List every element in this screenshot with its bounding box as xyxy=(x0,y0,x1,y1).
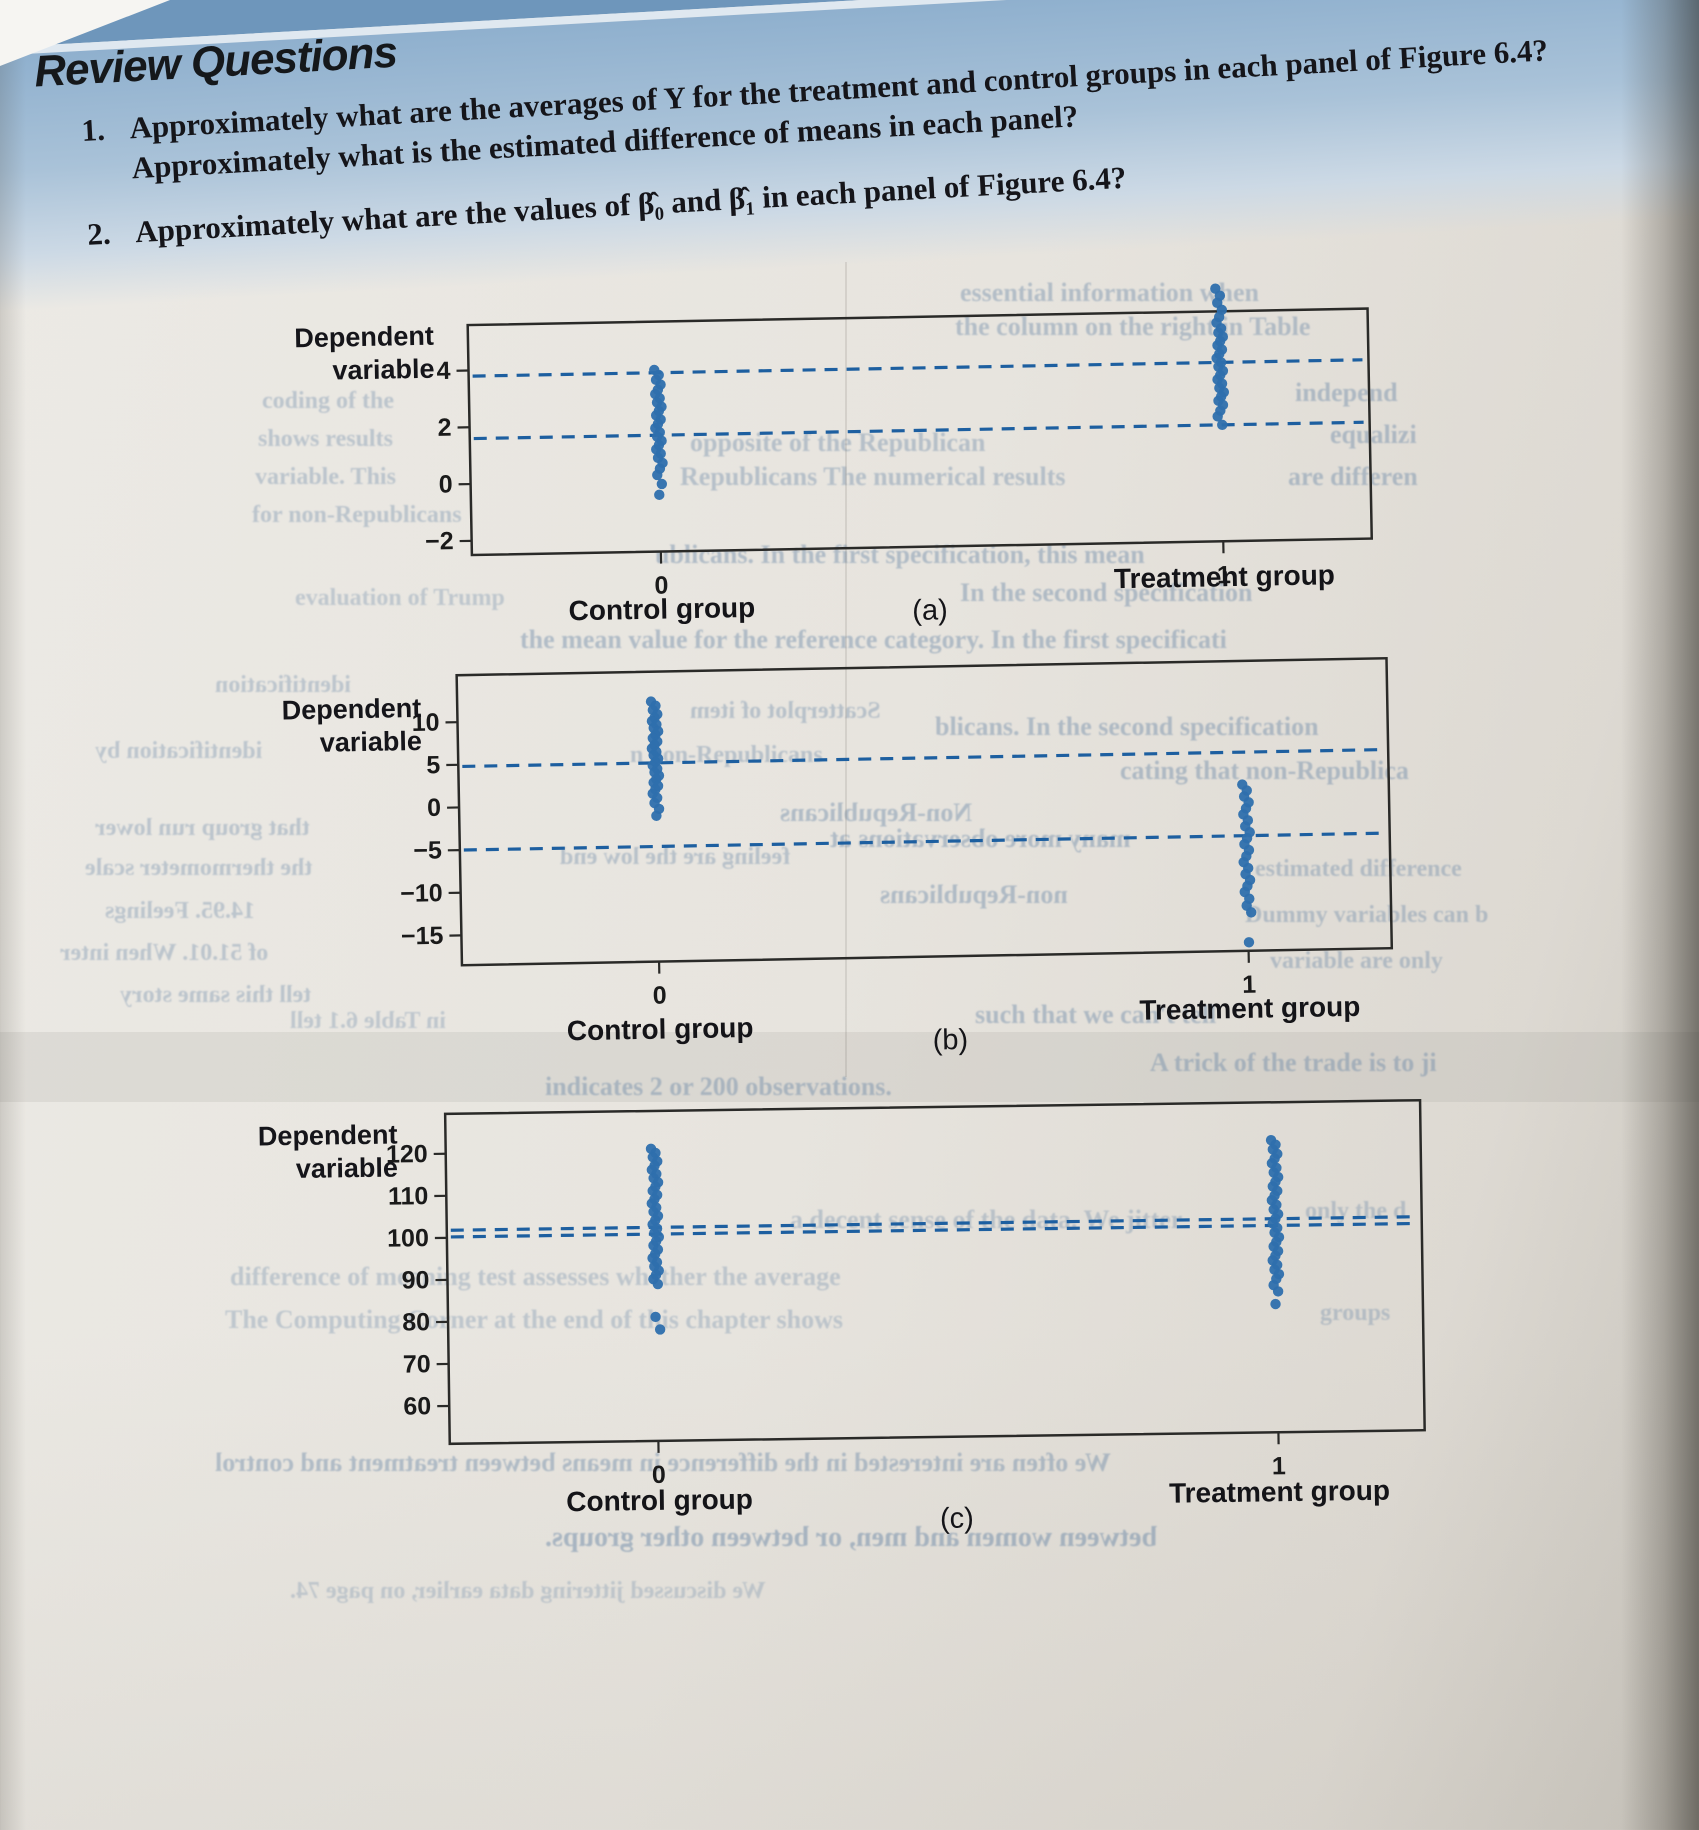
svg-text:1: 1 xyxy=(1217,561,1232,589)
svg-text:−2: −2 xyxy=(425,527,454,556)
svg-text:0: 0 xyxy=(654,571,668,599)
scatter-plot-panel-a: 4 2 0 −2 0 1 xyxy=(425,283,1374,600)
x-group-label-control-b: Control group xyxy=(566,1011,754,1047)
x-group-label-control-c: Control group xyxy=(566,1483,754,1518)
svg-text:1: 1 xyxy=(1272,1452,1286,1480)
y-axis-title-b: Dependent variable xyxy=(281,692,423,758)
svg-text:80: 80 xyxy=(402,1308,430,1336)
svg-text:−5: −5 xyxy=(413,836,442,865)
svg-text:−10: −10 xyxy=(400,879,443,908)
panel-caption-b: (b) xyxy=(932,1023,969,1057)
x-group-label-control-a: Control group xyxy=(568,591,756,627)
svg-text:0: 0 xyxy=(438,470,452,498)
svg-text:1: 1 xyxy=(1242,971,1257,999)
svg-text:60: 60 xyxy=(403,1392,431,1420)
x-group-label-treatment-c: Treatment group xyxy=(1168,1474,1391,1509)
page-shading-band xyxy=(0,1032,1699,1102)
x-group-label-treatment-b: Treatment group xyxy=(1139,990,1361,1026)
svg-text:2: 2 xyxy=(437,414,451,442)
x-group-label-treatment-a: Treatment group xyxy=(1113,559,1336,595)
svg-text:0: 0 xyxy=(652,1461,666,1489)
page-left-edge-shadow xyxy=(0,0,26,1830)
page-crease xyxy=(845,262,847,1077)
page-right-edge-shadow xyxy=(1621,0,1699,1830)
svg-text:5: 5 xyxy=(426,751,441,779)
scatter-plot-panel-b: 10 5 0 −5 −10 −15 0 1 xyxy=(400,656,1394,1010)
svg-text:0: 0 xyxy=(652,981,666,1009)
figure-panel-c: 120 110 100 90 80 70 60 0 1 Dependent variable C… xyxy=(217,1071,1513,1559)
svg-text:110: 110 xyxy=(388,1182,429,1211)
svg-text:0: 0 xyxy=(427,794,441,822)
svg-text:4: 4 xyxy=(436,357,451,385)
page-shading-bottom xyxy=(0,1330,1699,1830)
svg-text:100: 100 xyxy=(387,1224,429,1253)
figure-panel-b: 10 5 0 −5 −10 −15 0 1 Dependent variable Contro… xyxy=(226,629,1484,1082)
svg-text:−15: −15 xyxy=(401,922,444,951)
svg-text:90: 90 xyxy=(401,1266,429,1294)
svg-text:10: 10 xyxy=(411,709,439,738)
svg-text:120: 120 xyxy=(386,1140,428,1169)
scatter-plot-panel-c: 120 110 100 90 80 70 60 0 1 xyxy=(386,1098,1426,1489)
panel-caption-a: (a) xyxy=(911,594,949,627)
question-2-number: 2. xyxy=(86,215,112,252)
figure-panel-a: 4 2 0 −2 0 1 Dependent variable Control group… xyxy=(227,257,1483,640)
svg-text:70: 70 xyxy=(403,1350,431,1378)
y-axis-title-c: Dependent variable xyxy=(257,1119,399,1184)
question-1-number: 1. xyxy=(80,111,106,149)
panel-caption-c: (c) xyxy=(939,1502,974,1535)
